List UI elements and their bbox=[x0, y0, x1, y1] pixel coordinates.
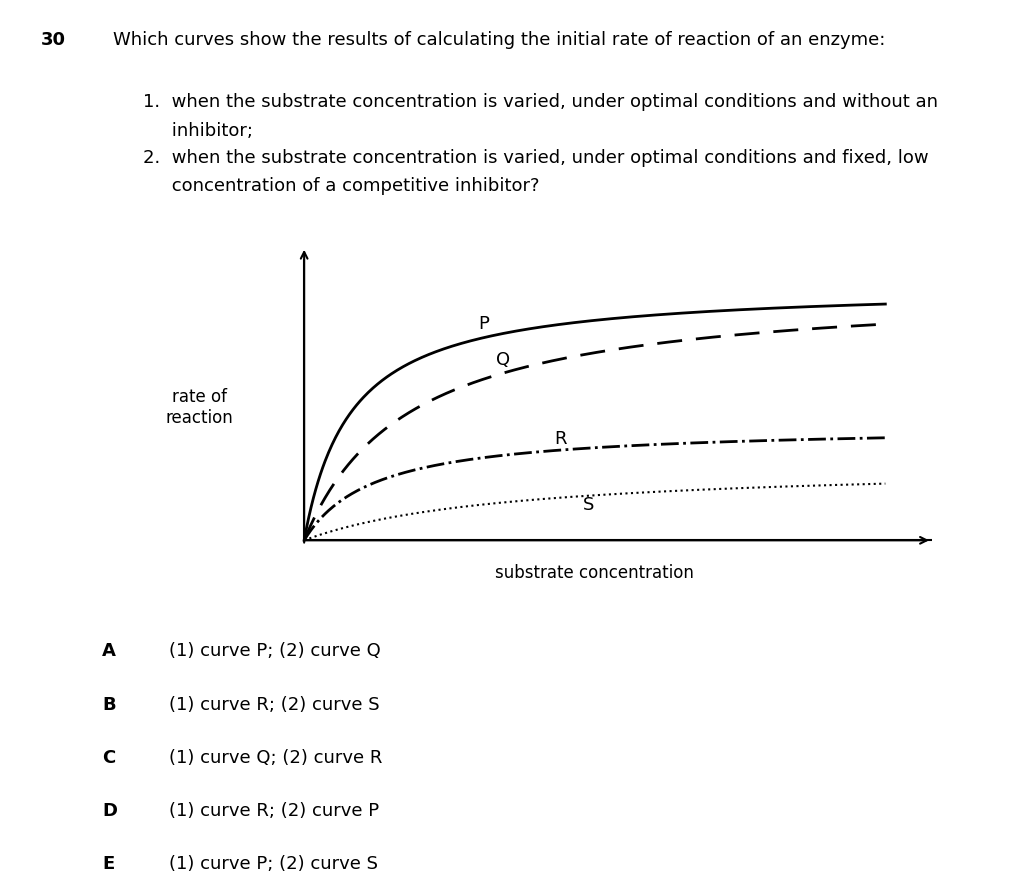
Text: 2.  when the substrate concentration is varied, under optimal conditions and fix: 2. when the substrate concentration is v… bbox=[143, 149, 929, 167]
Text: Q: Q bbox=[496, 351, 510, 369]
Text: (1) curve P; (2) curve Q: (1) curve P; (2) curve Q bbox=[169, 642, 381, 660]
Text: (1) curve R; (2) curve P: (1) curve R; (2) curve P bbox=[169, 802, 379, 820]
Text: C: C bbox=[102, 749, 116, 766]
Text: (1) curve R; (2) curve S: (1) curve R; (2) curve S bbox=[169, 696, 380, 713]
Text: concentration of a competitive inhibitor?: concentration of a competitive inhibitor… bbox=[143, 177, 540, 195]
Text: S: S bbox=[583, 496, 595, 514]
Text: R: R bbox=[554, 431, 566, 448]
Text: rate of
reaction: rate of reaction bbox=[166, 388, 233, 427]
Text: P: P bbox=[478, 315, 489, 333]
Text: (1) curve P; (2) curve S: (1) curve P; (2) curve S bbox=[169, 855, 378, 873]
Text: E: E bbox=[102, 855, 115, 873]
Text: B: B bbox=[102, 696, 116, 713]
Text: D: D bbox=[102, 802, 118, 820]
Text: substrate concentration: substrate concentration bbox=[496, 564, 694, 582]
Text: Which curves show the results of calculating the initial rate of reaction of an : Which curves show the results of calcula… bbox=[113, 31, 885, 49]
Text: 30: 30 bbox=[41, 31, 66, 49]
Text: A: A bbox=[102, 642, 117, 660]
Text: 1.  when the substrate concentration is varied, under optimal conditions and wit: 1. when the substrate concentration is v… bbox=[143, 93, 938, 111]
Text: (1) curve Q; (2) curve R: (1) curve Q; (2) curve R bbox=[169, 749, 382, 766]
Text: inhibitor;: inhibitor; bbox=[143, 122, 253, 140]
